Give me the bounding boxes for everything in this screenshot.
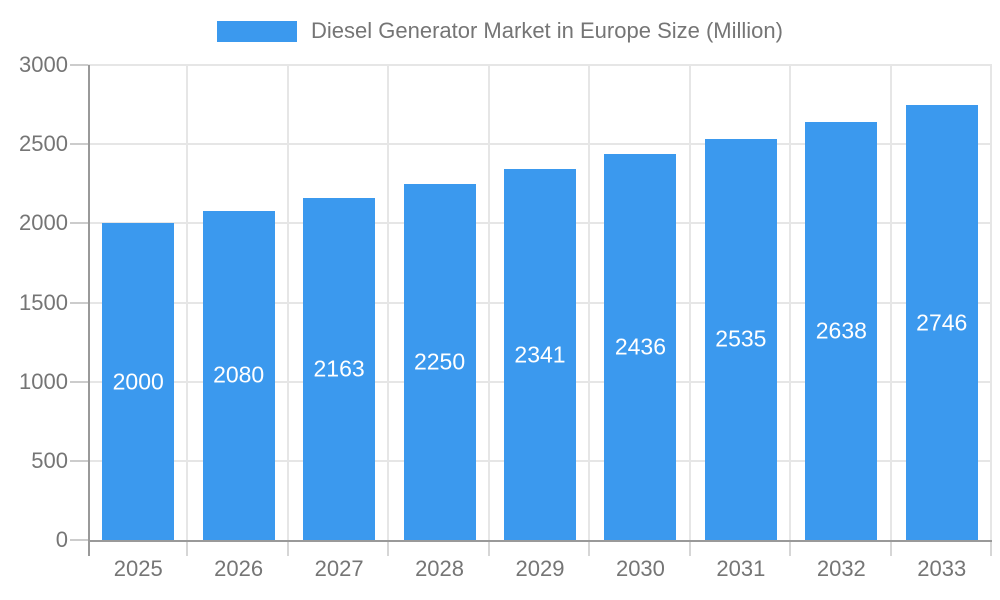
y-axis-tick-mark	[70, 380, 88, 383]
x-axis-tick-mark	[186, 540, 189, 556]
bar-value-label: 2000	[112, 368, 164, 395]
gridline-vertical	[889, 65, 892, 540]
bar[interactable]: 2080	[202, 210, 275, 540]
y-axis-tick-mark	[70, 64, 88, 66]
y-axis-tick-label: 2500	[19, 131, 68, 157]
y-axis-tick-label: 2000	[19, 210, 68, 236]
y-axis-tick-label: 0	[55, 527, 68, 552]
y-axis-tick-mark	[70, 459, 88, 462]
bar[interactable]: 2000	[102, 223, 175, 540]
x-axis-tick-label: 2028	[415, 556, 465, 581]
bar[interactable]: 2163	[303, 197, 376, 540]
bar[interactable]: 2746	[905, 105, 978, 540]
x-axis-tick-mark	[889, 540, 892, 556]
x-axis-tick-mark	[286, 540, 289, 556]
bar-value-label: 2638	[815, 317, 867, 344]
gridline-vertical	[789, 65, 792, 540]
bar-value-label: 2163	[313, 355, 365, 382]
y-axis-tick-mark	[70, 539, 88, 541]
bar[interactable]: 2535	[704, 138, 777, 540]
y-axis-tick-mark	[70, 301, 88, 304]
gridline-vertical	[990, 65, 992, 540]
legend-swatch-icon	[217, 20, 298, 42]
x-axis-tick-label: 2033	[917, 556, 967, 581]
x-axis-tick-label: 2032	[816, 556, 866, 581]
x-axis-tick-label: 2026	[214, 556, 264, 581]
y-axis-tick-mark	[70, 143, 88, 146]
gridline-vertical	[186, 65, 189, 540]
legend-item[interactable]: Diesel Generator Market in Europe Size (…	[0, 14, 1000, 48]
x-axis-tick-mark	[789, 540, 792, 556]
plot-area: 2000 2080 2163 2250 2341 2436 2535 2638 2746	[88, 64, 992, 556]
x-axis-tick-mark	[487, 540, 490, 556]
bar-value-label: 2746	[916, 309, 968, 336]
bar[interactable]: 2250	[403, 183, 476, 540]
bar[interactable]: 2341	[504, 169, 576, 540]
y-axis-tick-label: 3000	[19, 52, 68, 77]
y-axis-tick-label: 1000	[19, 368, 68, 394]
gridline-vertical	[487, 65, 490, 540]
bar-value-label: 2341	[514, 341, 566, 368]
gridline-vertical	[688, 65, 691, 540]
bar[interactable]: 2638	[805, 122, 878, 540]
y-axis-tick-label: 500	[31, 447, 68, 473]
x-axis-tick-mark	[990, 540, 992, 556]
y-axis-tick-label: 1500	[19, 289, 68, 315]
x-axis-tick-mark	[387, 540, 390, 556]
bar-value-label: 2535	[715, 325, 767, 352]
bar-value-label: 2436	[614, 333, 667, 360]
x-axis-tick-label: 2025	[113, 556, 163, 581]
x-axis-tick-label: 2031	[716, 556, 766, 581]
x-axis-tick-label: 2030	[615, 556, 665, 581]
y-axis-tick-mark	[70, 222, 88, 225]
gridline-vertical	[588, 65, 591, 540]
bar-value-label: 2250	[413, 348, 466, 375]
x-axis-tick-mark	[588, 540, 591, 556]
gridline-horizontal	[88, 64, 992, 66]
x-axis-tick-label: 2029	[515, 556, 565, 581]
gridline-horizontal	[88, 143, 992, 146]
gridline-vertical	[286, 65, 289, 540]
x-axis-tick-mark	[688, 540, 691, 556]
bar[interactable]: 2436	[604, 154, 677, 540]
legend-label: Diesel Generator Market in Europe Size (…	[311, 18, 783, 43]
y-axis-line	[88, 65, 90, 556]
x-axis-line	[88, 540, 992, 542]
gridline-vertical	[387, 65, 390, 540]
x-axis-tick-label: 2027	[314, 556, 364, 581]
bar-value-label: 2080	[213, 361, 265, 388]
